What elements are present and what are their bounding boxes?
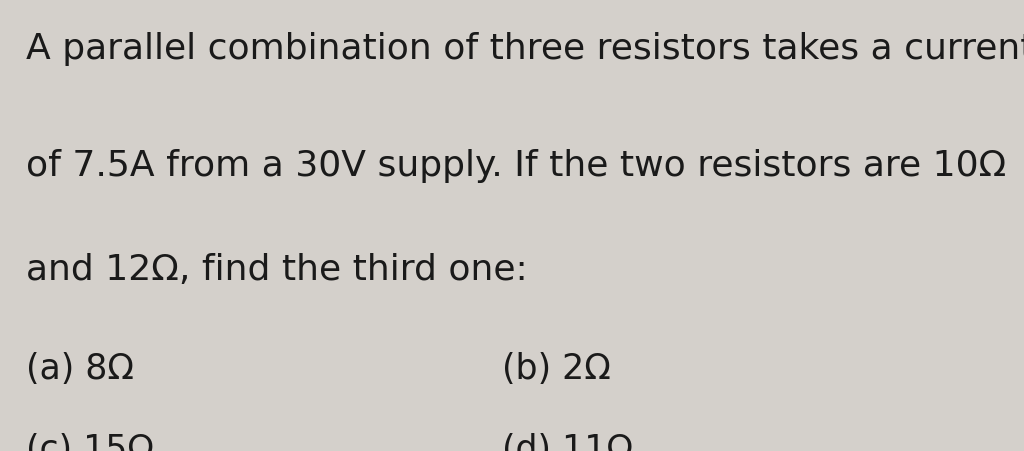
Text: of 7.5A from a 30V supply. If the two resistors are 10Ω: of 7.5A from a 30V supply. If the two re…	[26, 149, 1006, 183]
Text: A parallel combination of three resistors takes a current: A parallel combination of three resistor…	[26, 32, 1024, 65]
Text: and 12Ω, find the third one:: and 12Ω, find the third one:	[26, 253, 527, 286]
Text: (a) 8Ω: (a) 8Ω	[26, 352, 133, 386]
Text: (c) 15Ω: (c) 15Ω	[26, 433, 154, 451]
Text: (b) 2Ω: (b) 2Ω	[502, 352, 610, 386]
Text: (d) 11Ω: (d) 11Ω	[502, 433, 633, 451]
